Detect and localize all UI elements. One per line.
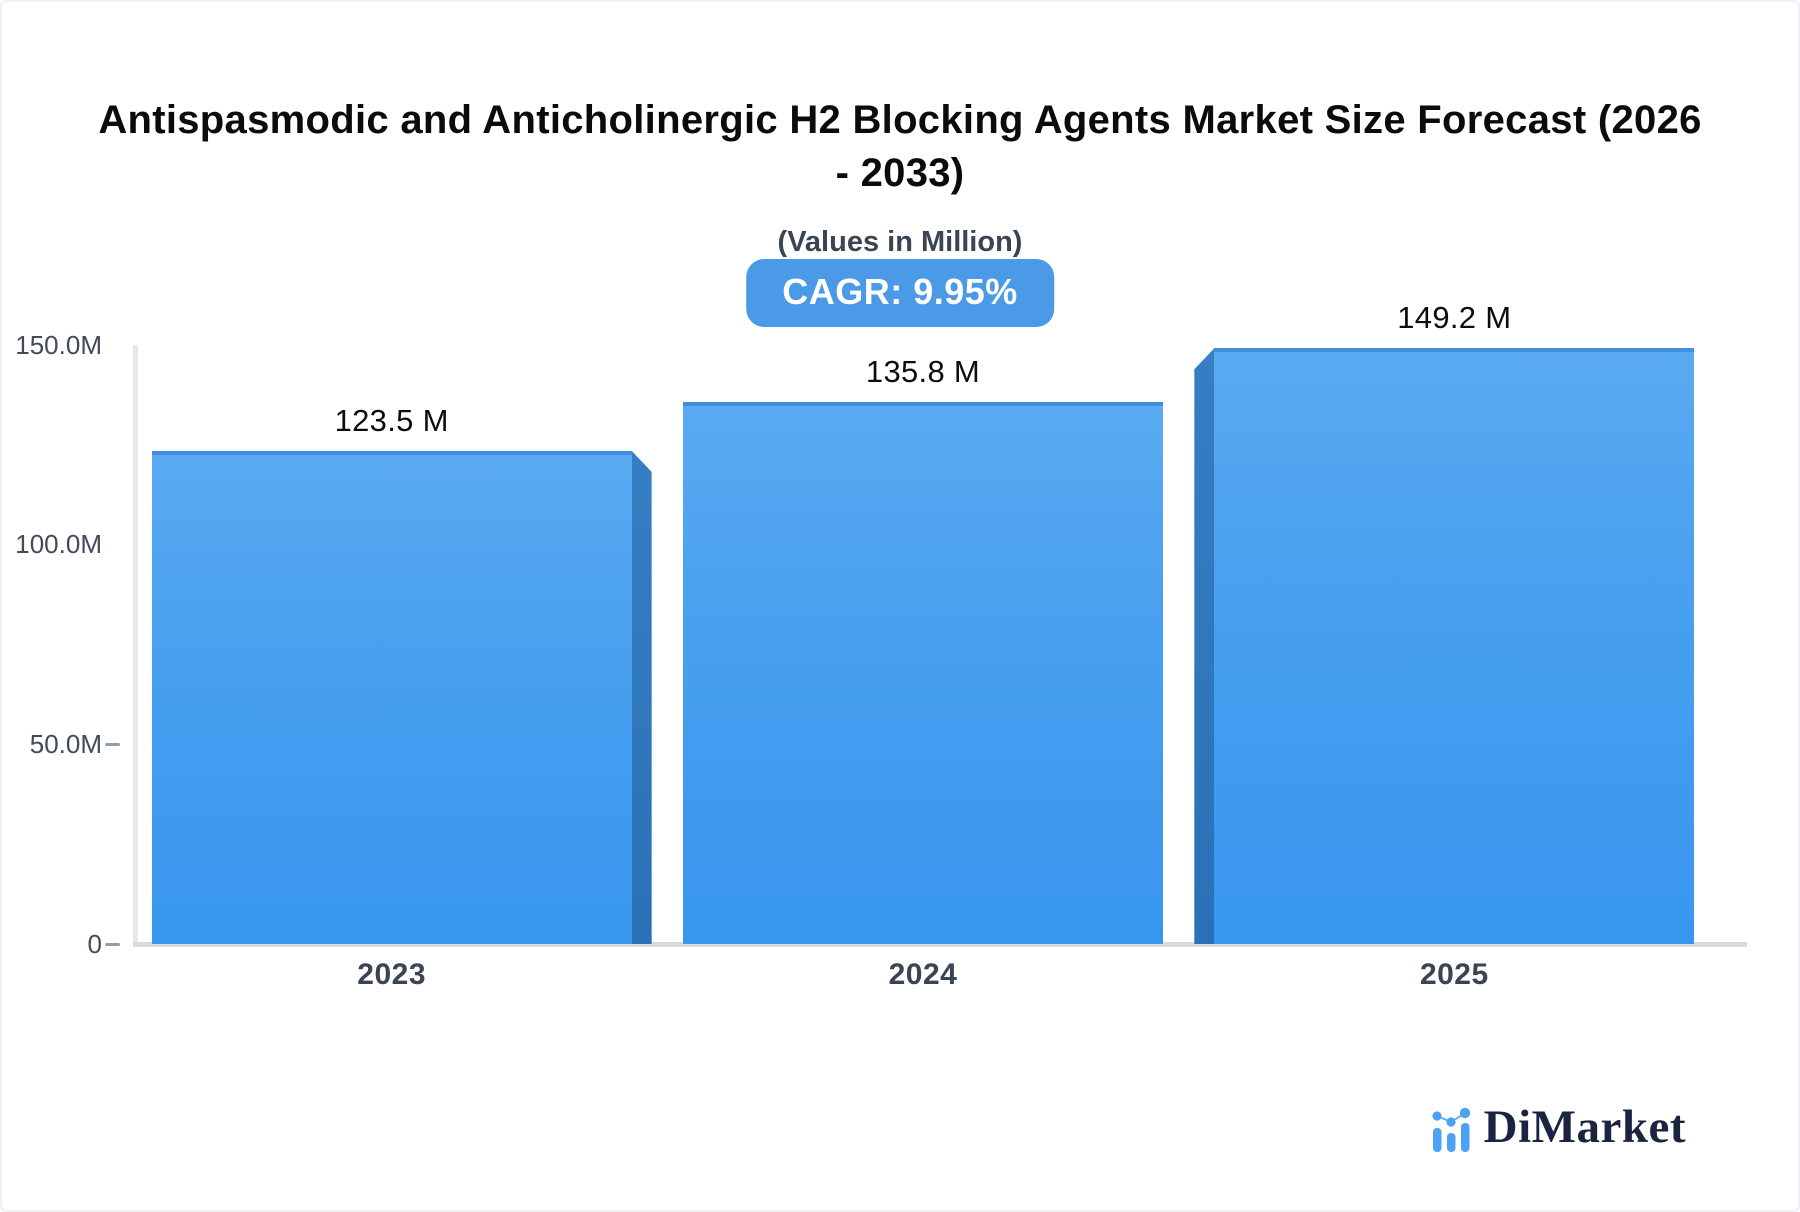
y-axis-tick-label: 100.0M <box>15 529 102 560</box>
y-axis-tick: 0 <box>88 927 120 961</box>
y-axis-line <box>133 345 138 946</box>
bar-value-label: 123.5 M <box>334 402 449 438</box>
x-axis-baseline <box>133 942 1747 947</box>
chart-title: Antispasmodic and Anticholinergic H2 Blo… <box>2 94 1798 200</box>
chart-title-line2: - 2033) <box>835 151 965 195</box>
x-axis-label: 2024 <box>888 958 958 991</box>
bar-3d-side-2025 <box>1194 348 1215 944</box>
x-axis-label: 2023 <box>357 958 427 991</box>
bar-3d-side-2023 <box>631 450 652 944</box>
bar-slot-2025: 149.2 M 2025 <box>1189 300 1720 991</box>
x-axis-label: 2025 <box>1419 958 1489 991</box>
bar-2024[interactable] <box>682 401 1163 944</box>
y-axis-tick-mark <box>105 942 120 946</box>
chart-title-line1: Antispasmodic and Anticholinergic H2 Blo… <box>98 98 1702 142</box>
y-axis-tick-label: 50.0M <box>29 728 102 759</box>
bar-value-label: 149.2 M <box>1397 300 1512 336</box>
bar-slot-2024: 135.8 M 2024 <box>657 345 1188 991</box>
y-axis-tick: 150.0M <box>15 328 120 362</box>
bar-chart-icon <box>1432 1107 1470 1152</box>
y-axis-tick: 50.0M <box>30 727 120 761</box>
bar-value-label: 135.8 M <box>865 353 981 389</box>
bar-slot-2023: 123.5 M 2023 <box>126 345 657 991</box>
brand-logo-text: DiMarket <box>1483 1101 1686 1153</box>
y-axis-labels: 150.0M 100.0M 50.0M 0 <box>2 330 120 959</box>
y-axis-tick-mark <box>105 742 120 746</box>
cagr-badge: CAGR: 9.95% <box>746 259 1054 327</box>
bar-2023[interactable] <box>151 450 632 944</box>
bar-2025[interactable] <box>1214 348 1695 944</box>
y-axis-tick: 100.0M <box>15 528 120 562</box>
y-axis-tick-label: 150.0M <box>15 329 102 360</box>
brand-logo: DiMarket <box>1430 1095 1686 1153</box>
plot-area: 123.5 M 2023 135.8 M 2024 149.2 M 2025 <box>126 300 1720 991</box>
chart-subtitle: (Values in Million) <box>777 226 1023 258</box>
y-axis-tick-label: 0 <box>87 928 102 959</box>
